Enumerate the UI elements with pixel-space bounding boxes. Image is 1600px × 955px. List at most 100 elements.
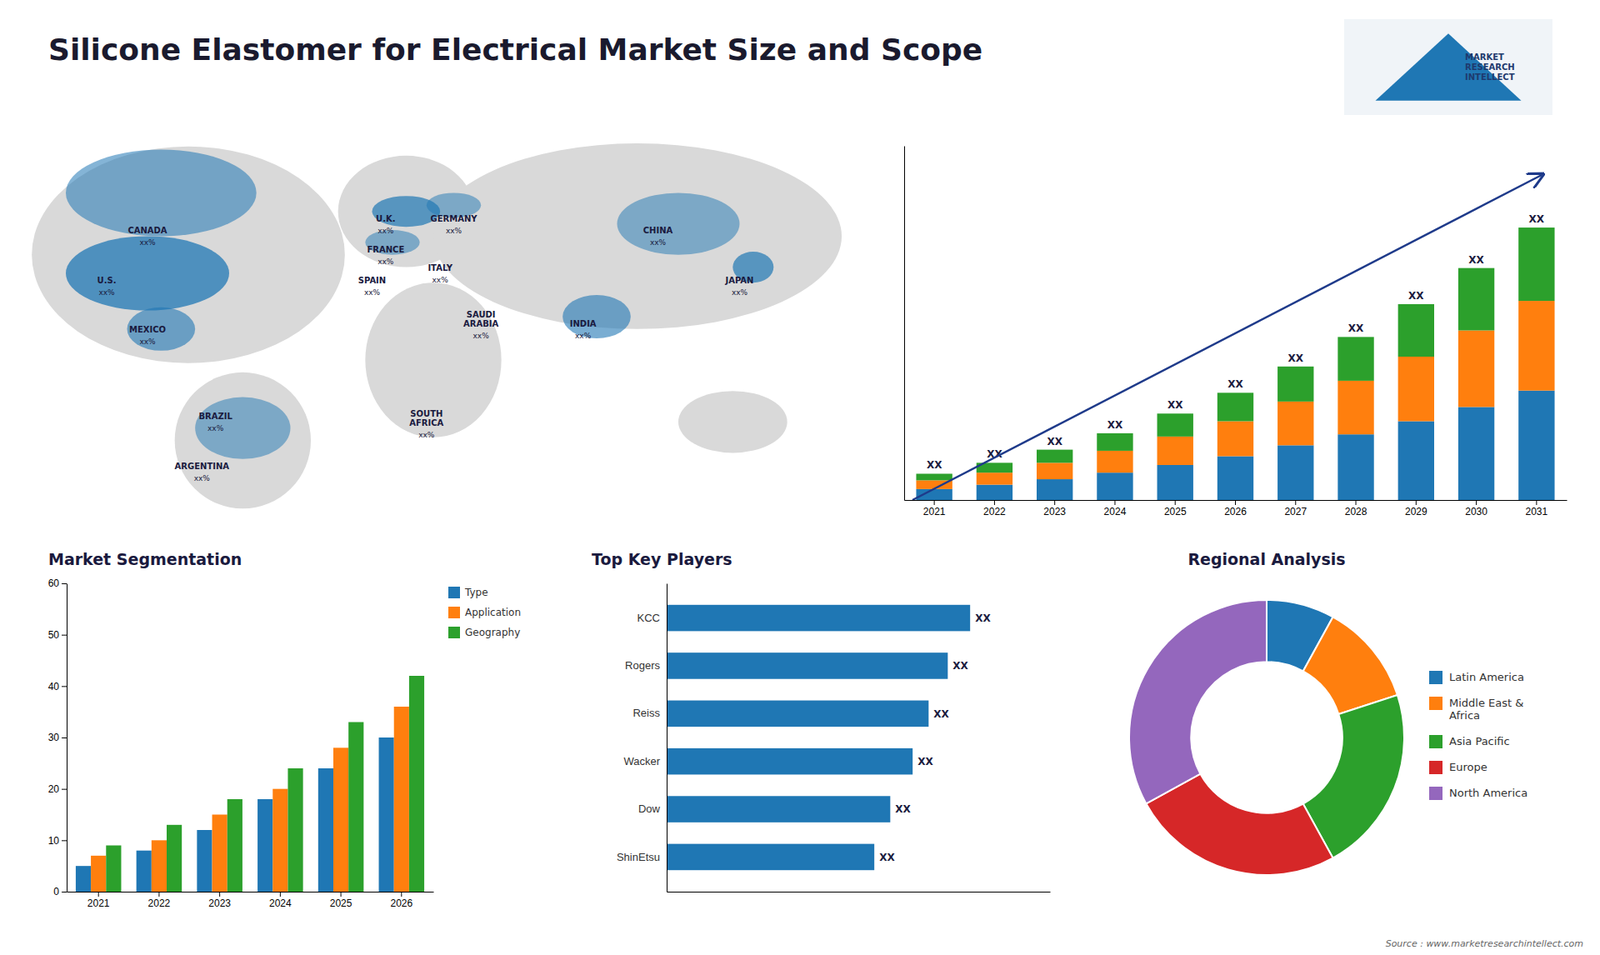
bar [287,768,303,892]
bar [666,844,875,871]
tick-label: KCC [637,611,660,625]
map-label-line: ARABIA [463,319,500,329]
data-label: XX [1046,435,1063,448]
bar [75,865,91,892]
map-share: xx% [731,288,749,297]
bar [976,485,1013,500]
map-label-line: CHINA [643,225,674,235]
tick-label: 2024 [1104,505,1127,518]
tick: Wacker [623,755,667,768]
map-share: xx% [432,275,450,285]
bar [1036,462,1073,480]
data-label: XX [1348,322,1365,335]
bar [151,840,167,892]
tick-mark [1235,500,1236,505]
bar [915,473,952,480]
map-label-line: INDIA [570,319,597,329]
tick: 2025 [1164,500,1187,518]
legend-label-line: Middle East & [1449,696,1524,710]
logo: MARKETRESEARCHINTELLECT [1344,19,1553,115]
tick-mark [61,840,67,841]
map-label-line: SOUTH [410,409,443,419]
map-label-line: U.S. [97,275,117,285]
plot-stacked-bars [915,227,1555,500]
legend-item: Application [448,606,521,619]
tick-label: ShinEtsu [616,850,660,864]
continent [433,143,842,330]
bar [166,825,182,892]
tick: ShinEtsu [616,850,667,864]
tick: 50 [48,629,67,641]
tick-mark [994,500,995,505]
map-share: xx% [364,288,381,297]
tick-mark [61,891,67,893]
tick-mark [1355,500,1357,505]
legend-label-line: North America [1449,786,1528,800]
tick-label: 2030 [1465,505,1488,518]
bar [666,795,890,823]
legend-label: Latin America [1449,670,1525,684]
data-label: XX [975,612,991,625]
legend-item: North America [1429,786,1528,800]
legend-swatch [1429,735,1443,749]
tick: 0 [53,885,67,898]
chart-title: Regional Analysis [1187,550,1345,569]
tick: 2025 [330,891,353,910]
continent [365,282,501,438]
highlight-region [562,295,631,339]
bar [1157,465,1194,500]
tick-label: 2029 [1405,505,1428,518]
bar [1398,420,1435,500]
bar [212,815,228,893]
map-label-line: GERMANY [430,214,478,224]
bar [1277,401,1314,446]
logo-text-line: INTELLECT [1465,72,1515,82]
tick: 2031 [1525,500,1549,518]
legend-label: Asia Pacific [1449,735,1510,748]
tick-label: 2021 [87,897,110,910]
map-label: CHINA [643,225,674,235]
data-label: XX [933,708,950,720]
tick-label: 0 [53,885,60,898]
tick: Reiss [632,706,667,720]
map-share: xx% [139,337,156,346]
bar [105,845,121,893]
bar [976,472,1013,485]
tick: 2021 [87,891,110,910]
tick: 2023 [1043,500,1066,518]
logo-background [1344,19,1553,115]
logo-triangle [1375,33,1522,101]
bar [1157,436,1194,465]
legend-label: Middle East &Africa [1449,696,1524,722]
map-label: FRANCE [366,245,405,255]
tick-mark [61,635,67,636]
map-label: ARGENTINA [175,461,230,471]
axis-line [904,146,905,501]
bar [409,675,425,892]
tick-mark [61,583,67,585]
tick-label: 2024 [269,897,292,910]
chart-title: Top Key Players [591,550,733,569]
logo-text-line: RESEARCH [1465,62,1515,72]
map-share: xx% [650,238,667,247]
highlight-region [617,192,740,255]
bar [1458,406,1495,500]
tick-label: 40 [48,680,60,693]
map-label-line: BRAZIL [198,411,233,421]
data-labels: XXXXXXXXXXXXXXXXXXXXXX [926,213,1545,471]
highlight-region [195,397,290,460]
trend-arrow [912,175,1542,500]
tick-label: Dow [638,802,661,815]
bar [318,768,334,892]
highlight-region [65,149,257,236]
map-label: INDIA [570,319,597,329]
chart-title: Market Segmentation [48,550,242,569]
data-label: XX [1288,352,1305,365]
tick-mark [98,891,100,897]
tick: 2022 [983,500,1006,518]
tick: 2024 [1104,500,1127,518]
bar [1277,366,1314,402]
bar [1337,434,1374,500]
continent [175,372,311,509]
legend-label: Europe [1449,760,1488,774]
